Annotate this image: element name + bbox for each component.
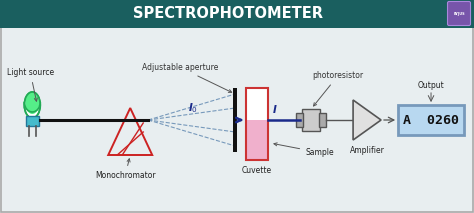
Text: Light source: Light source — [7, 68, 54, 101]
Text: I: I — [273, 105, 277, 115]
Bar — [233, 88, 237, 152]
Ellipse shape — [25, 92, 39, 114]
Text: Sample: Sample — [274, 143, 334, 157]
Ellipse shape — [24, 92, 40, 118]
Bar — [302, 109, 320, 131]
Text: Cuvette: Cuvette — [242, 166, 272, 175]
Bar — [0, 0, 474, 28]
Text: SPECTROPHOTOMETER: SPECTROPHOTOMETER — [133, 7, 323, 22]
Bar — [246, 88, 268, 160]
Bar — [296, 113, 303, 127]
Bar — [398, 105, 464, 135]
Polygon shape — [353, 100, 381, 140]
Text: Monochromator: Monochromator — [95, 159, 155, 180]
FancyBboxPatch shape — [447, 1, 471, 26]
Bar — [319, 113, 326, 127]
Text: Output: Output — [418, 81, 445, 90]
Bar — [246, 120, 268, 160]
Text: BYJUS: BYJUS — [453, 12, 465, 16]
Text: Adjustable aperture: Adjustable aperture — [142, 63, 232, 92]
Text: photoresistor: photoresistor — [312, 71, 364, 106]
Text: I$_0$: I$_0$ — [188, 101, 198, 115]
Text: A  0260: A 0260 — [403, 114, 459, 127]
Bar — [246, 88, 268, 120]
Bar — [26, 116, 39, 126]
Text: Amplifier: Amplifier — [350, 146, 384, 155]
